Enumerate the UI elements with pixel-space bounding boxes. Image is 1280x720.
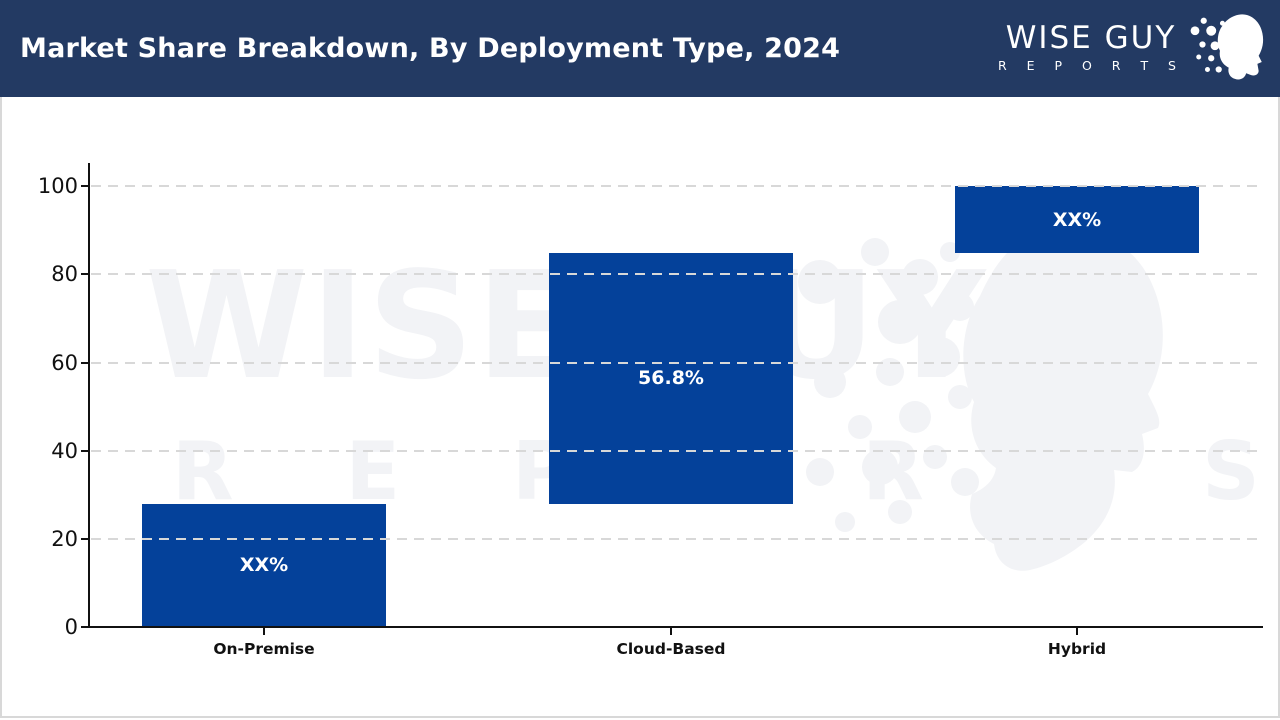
y-tick-label: 60: [51, 350, 78, 375]
x-category-label: Cloud-Based: [616, 640, 726, 658]
x-axis-line: [88, 626, 1263, 628]
gridline-60: [91, 361, 1262, 364]
bar-value-label: XX%: [239, 554, 289, 577]
bar-value-label: 56.8%: [638, 367, 704, 390]
page-border-right: [1278, 97, 1280, 718]
gridline-80: [91, 273, 1262, 276]
bar-value-label: XX%: [1052, 208, 1102, 231]
y-tick-80: [81, 273, 89, 276]
watermark-head-icon: [798, 230, 1163, 571]
brand-subname: R E P O R T S: [997, 57, 1184, 73]
bar-cloud-based: 56.8%: [549, 253, 793, 504]
y-tick-label: 100: [37, 174, 78, 199]
x-category-label: Hybrid: [1047, 640, 1107, 658]
header-bar: Market Share Breakdown, By Deployment Ty…: [0, 0, 1280, 97]
page-border-bottom: [0, 716, 1280, 718]
brand-logo: WISE GUY R E P O R T S: [998, 6, 1268, 88]
page-border-left: [0, 97, 2, 718]
brand-head-icon: [1190, 14, 1264, 80]
brand-name: WISE GUY: [1005, 20, 1177, 57]
y-tick-100: [81, 185, 89, 188]
y-tick-60: [81, 361, 89, 364]
y-axis-line: [88, 163, 90, 628]
y-tick-0: [81, 626, 89, 628]
y-tick-40: [81, 449, 89, 452]
y-tick-label: 20: [51, 526, 78, 551]
x-tick-1: [670, 628, 672, 635]
gridline-40: [91, 449, 1262, 452]
bar-hybrid: XX%: [955, 186, 1199, 254]
brand-logo-text: WISE GUY R E P O R T S: [998, 21, 1184, 72]
y-tick-label: 0: [64, 615, 78, 639]
chart-title: Market Share Breakdown, By Deployment Ty…: [20, 33, 841, 64]
bar-on-premise: XX%: [142, 503, 386, 627]
x-tick-2: [1076, 628, 1078, 635]
y-tick-20: [81, 537, 89, 540]
x-tick-0: [263, 628, 265, 635]
x-category-label: On-Premise: [213, 640, 315, 658]
gridline-100: [91, 185, 1262, 188]
y-tick-label: 80: [51, 262, 78, 287]
y-tick-label: 40: [51, 438, 78, 463]
gridline-20: [91, 537, 1262, 540]
